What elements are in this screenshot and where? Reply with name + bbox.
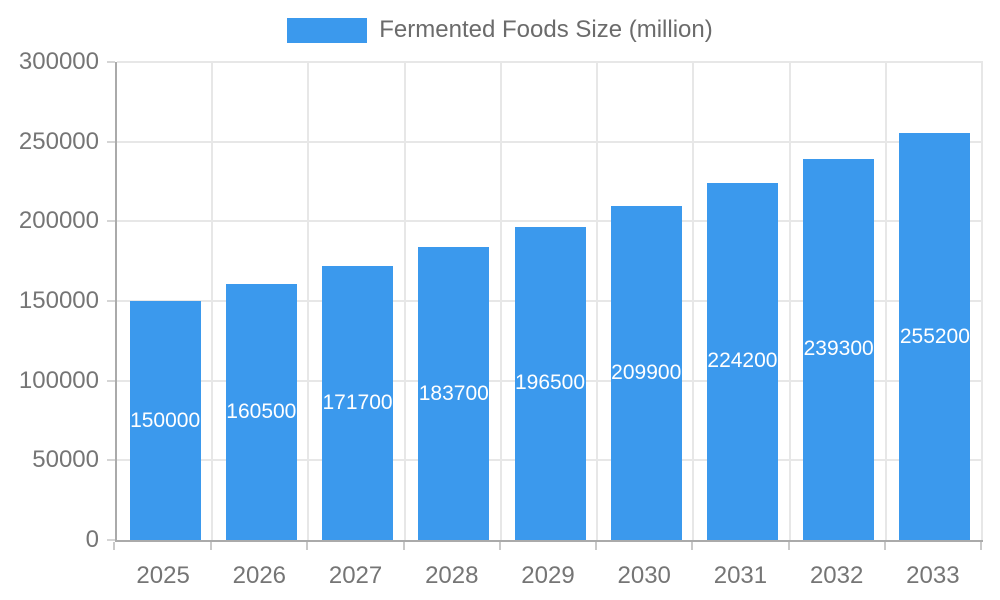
x-axis-label: 2030 <box>617 562 671 589</box>
y-axis-label: 100000 <box>18 366 99 394</box>
gridline-horizontal <box>117 140 983 143</box>
y-axis-label: 50000 <box>32 446 99 474</box>
y-axis-label: 200000 <box>18 207 99 235</box>
y-axis-label: 300000 <box>18 48 99 75</box>
x-tick <box>113 542 115 550</box>
y-tick <box>107 140 115 143</box>
plot-area: 150000 160500 171700 183700 196500 209900 2242… <box>115 61 983 542</box>
bar-value-label: 255200 <box>899 324 970 348</box>
bar-value-label: 239300 <box>803 337 874 361</box>
x-axis-label: 2029 <box>521 562 575 589</box>
x-tick <box>306 542 309 550</box>
gridline-vertical <box>788 62 791 540</box>
bar-value-label: 160500 <box>226 400 297 424</box>
bar-value-label: 150000 <box>130 408 201 432</box>
bar: 150000 <box>129 301 201 540</box>
legend-swatch <box>287 17 368 43</box>
legend-item[interactable]: Fermented Foods Size (million) <box>0 16 1000 44</box>
gridline-horizontal <box>117 61 983 63</box>
y-axis-label: 150000 <box>18 287 99 314</box>
bar-value-label: 171700 <box>322 391 393 415</box>
gridline-vertical <box>692 62 695 540</box>
x-tick <box>498 542 501 550</box>
y-tick <box>107 379 115 382</box>
x-axis-label: 2032 <box>809 562 864 589</box>
bar: 171700 <box>322 266 394 540</box>
bar: 196500 <box>514 226 586 540</box>
y-axis-label: 250000 <box>18 127 99 155</box>
gridline-horizontal <box>117 220 983 223</box>
bar-value-label: 224200 <box>707 349 778 373</box>
bar: 209900 <box>610 205 682 540</box>
bar-value-label: 183700 <box>418 381 489 405</box>
bar: 160500 <box>225 284 297 540</box>
x-tick <box>691 542 694 550</box>
gridline-vertical <box>403 62 406 540</box>
gridline-vertical <box>596 62 599 540</box>
bar: 224200 <box>706 182 778 540</box>
gridline-vertical <box>499 62 502 540</box>
bar: 239300 <box>803 158 875 540</box>
legend-label: Fermented Foods Size (million) <box>379 16 713 43</box>
x-axis-label: 2027 <box>328 562 383 589</box>
gridline-vertical <box>307 62 310 540</box>
x-tick <box>402 542 405 550</box>
x-axis-label: 2028 <box>425 562 479 589</box>
x-axis-label: 2033 <box>906 562 960 589</box>
x-tick <box>883 542 886 550</box>
gridline-vertical <box>884 62 887 540</box>
y-axis-label: 0 <box>85 526 99 553</box>
y-tick <box>107 539 115 541</box>
x-axis-label: 2025 <box>136 562 190 589</box>
x-tick <box>595 542 598 550</box>
y-tick <box>107 300 115 302</box>
x-tick <box>787 542 790 550</box>
bar-value-label: 196500 <box>514 371 586 395</box>
y-tick <box>107 61 115 63</box>
gridline-vertical <box>211 62 214 540</box>
bar-value-label: 209900 <box>611 360 682 384</box>
gridline-vertical <box>981 62 983 540</box>
bar: 183700 <box>418 247 490 540</box>
x-axis-label: 2026 <box>232 562 287 589</box>
y-tick <box>107 459 115 462</box>
x-tick <box>210 542 213 550</box>
x-axis-label: 2031 <box>713 562 768 589</box>
bar: 255200 <box>899 133 971 540</box>
y-tick <box>107 220 115 223</box>
x-tick <box>980 542 982 550</box>
